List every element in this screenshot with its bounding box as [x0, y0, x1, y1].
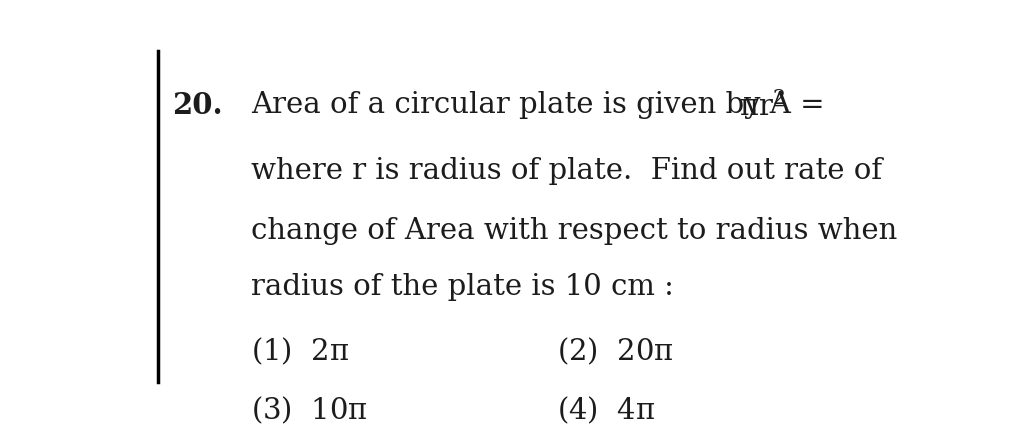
Text: 20.: 20. — [172, 91, 222, 120]
Text: (1)  $\mathregular{2\pi}$: (1) $\mathregular{2\pi}$ — [251, 335, 349, 367]
Text: Area of a circular plate is given by A =: Area of a circular plate is given by A = — [251, 91, 834, 119]
Text: $\mathregular{\pi r^2}$: $\mathregular{\pi r^2}$ — [739, 91, 785, 122]
Text: radius of the plate is 10 cm :: radius of the plate is 10 cm : — [251, 273, 674, 301]
Text: where r is radius of plate.  Find out rate of: where r is radius of plate. Find out rat… — [251, 157, 882, 185]
Text: (4)  $\mathregular{4\pi}$: (4) $\mathregular{4\pi}$ — [557, 395, 654, 426]
Text: (3)  $\mathregular{10\pi}$: (3) $\mathregular{10\pi}$ — [251, 395, 368, 426]
Text: (2)  $\mathregular{20\pi}$: (2) $\mathregular{20\pi}$ — [557, 335, 674, 367]
Text: change of Area with respect to radius when: change of Area with respect to radius wh… — [251, 217, 897, 245]
